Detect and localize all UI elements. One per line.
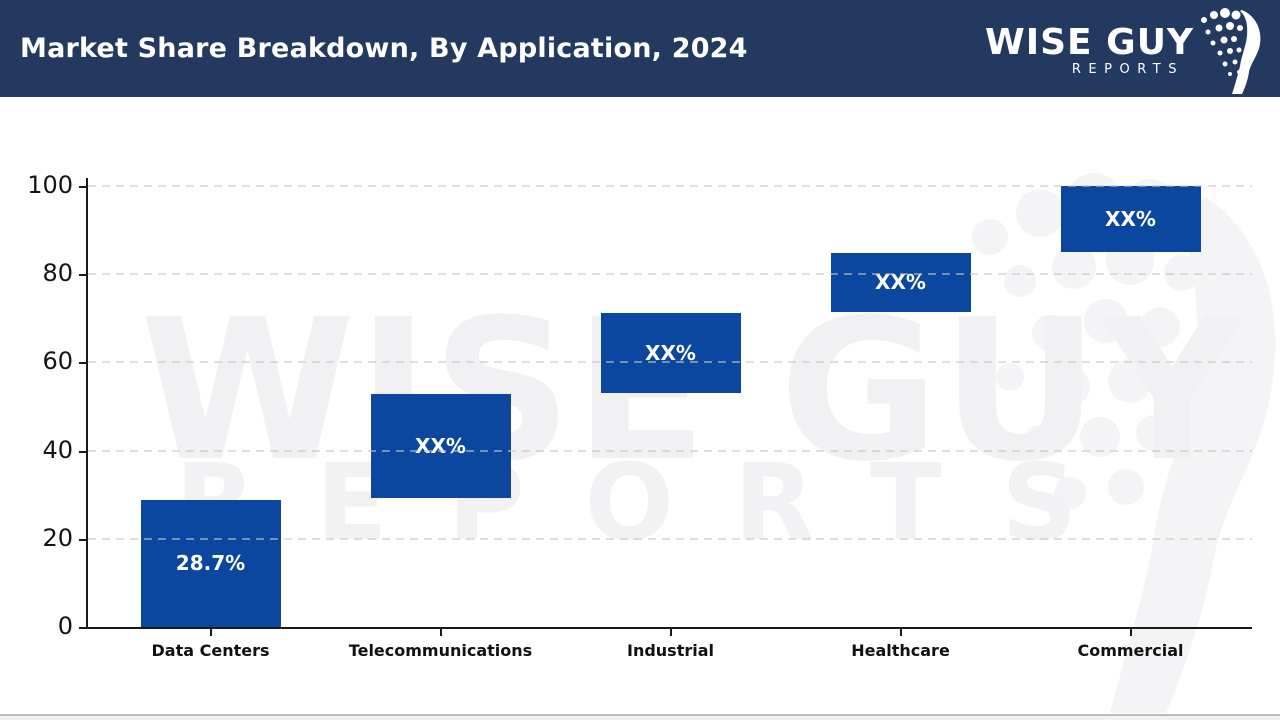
gridline-60 <box>88 361 1252 364</box>
x-axis <box>86 627 1252 629</box>
y-tick-label-80: 80 <box>42 259 73 288</box>
head-dots-icon <box>1201 8 1261 94</box>
reports-wordmark: REPORTS <box>1071 62 1184 77</box>
x-tick-5 <box>1129 629 1132 636</box>
bar-value-label: XX% <box>645 341 696 365</box>
y-tick-label-100: 100 <box>27 171 73 199</box>
y-tick-0 <box>79 627 86 629</box>
gridline-100 <box>88 185 1252 187</box>
wiseguy-wordmark: WISE GUY <box>984 22 1194 63</box>
header: Market Share Breakdown, By Application, … <box>0 0 1280 97</box>
x-tick-label-2: Telecommunications <box>348 641 533 660</box>
y-tick-label-0: 0 <box>57 612 73 640</box>
bar-value-label: XX% <box>1105 207 1156 231</box>
y-tick-40 <box>79 450 86 453</box>
bar-industrial: XX% <box>600 313 741 394</box>
y-tick-label-20: 20 <box>42 523 73 552</box>
bar-data-centers: 28.7% <box>140 500 281 627</box>
bar-healthcare: XX% <box>830 253 971 313</box>
x-tick-label-4: Healthcare <box>851 641 950 660</box>
gridline-20 <box>88 537 1252 540</box>
x-tick-4 <box>899 629 902 636</box>
y-tick-60 <box>79 362 86 365</box>
y-tick-80 <box>79 274 86 277</box>
page-title: Market Share Breakdown, By Application, … <box>20 33 748 64</box>
footer-band <box>0 716 1280 720</box>
y-tick-20 <box>79 538 86 541</box>
y-tick-label-40: 40 <box>42 435 73 464</box>
bar-telecommunications: XX% <box>370 394 511 499</box>
gridline-40 <box>88 449 1252 452</box>
bar-value-label: XX% <box>875 270 926 295</box>
x-tick-label-5: Commercial <box>1077 641 1184 660</box>
bar-commercial: XX% <box>1060 186 1201 253</box>
footer-divider <box>0 714 1280 716</box>
x-tick-2 <box>439 629 442 636</box>
y-axis <box>86 178 88 629</box>
bar-value-label: XX% <box>415 434 466 459</box>
x-tick-1 <box>209 629 212 636</box>
x-tick-label-1: Data Centers <box>151 641 270 660</box>
bar-value-label: 28.7% <box>175 551 246 576</box>
x-tick-3 <box>669 629 672 636</box>
gridline-80 <box>88 273 1252 276</box>
brand-logo: WISE GUY REPORTS <box>985 6 1262 94</box>
y-tick-label-60: 60 <box>42 347 73 376</box>
y-tick-100 <box>79 186 86 188</box>
x-tick-label-3: Industrial <box>626 641 714 660</box>
